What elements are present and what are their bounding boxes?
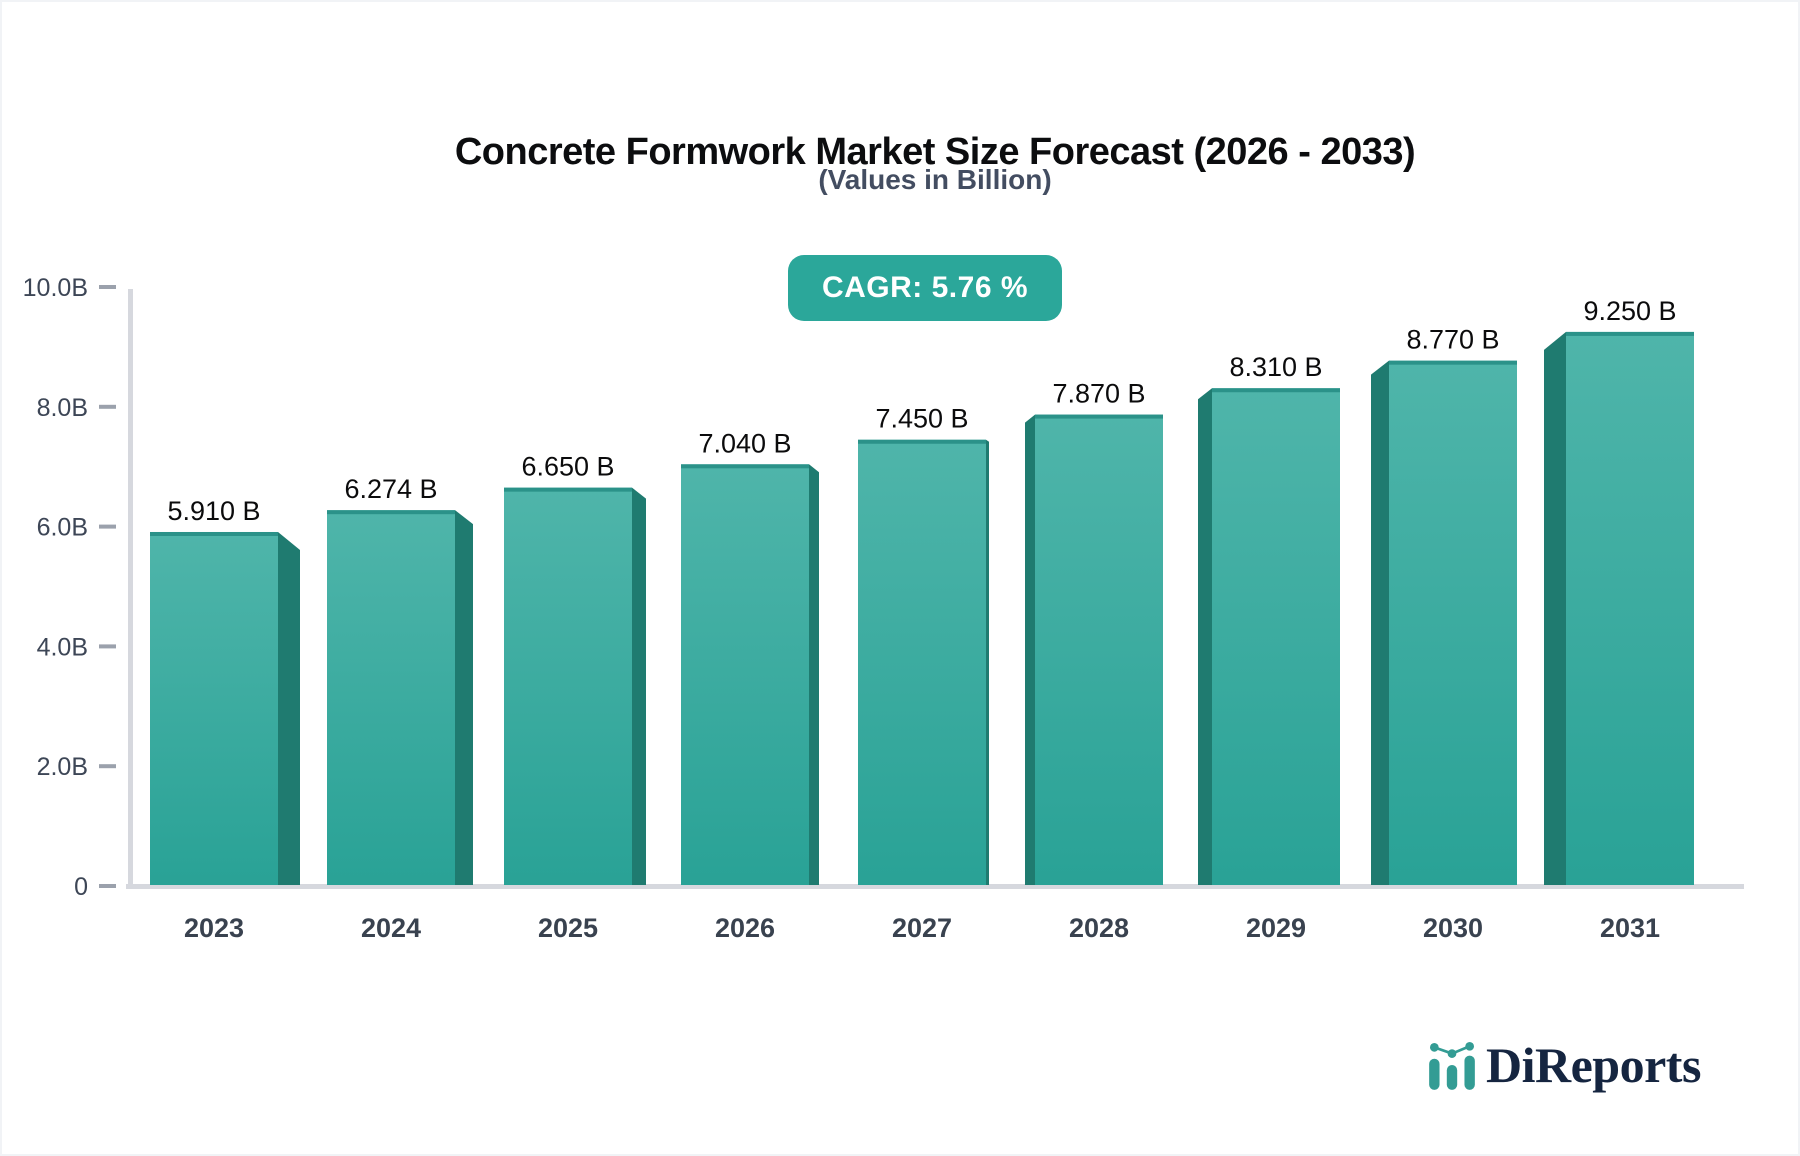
y-axis-line: [128, 289, 133, 886]
bar-side-face: [632, 487, 646, 885]
bar-value-label: 5.910 B: [167, 496, 260, 526]
x-axis-year-label: 2023: [184, 913, 244, 943]
logo-text: DiReports: [1486, 1037, 1701, 1093]
bar-group-2023: 5.910 B 2023: [150, 496, 300, 943]
y-tick-label: 4.0B: [37, 633, 88, 661]
y-tick-label: 0: [74, 873, 88, 901]
x-axis-year-label: 2030: [1423, 913, 1483, 943]
bar-front-face: [1035, 414, 1163, 885]
bar-top-edge: [504, 487, 632, 492]
bar-side-face: [1371, 360, 1389, 885]
y-tick-mark: [99, 524, 116, 529]
bar-top-edge: [327, 510, 455, 515]
bar-value-label: 7.450 B: [875, 404, 968, 434]
bar-group-2025: 6.650 B 2025: [504, 452, 646, 943]
bar-side-face: [1025, 414, 1035, 885]
y-tick-label: 8.0B: [37, 394, 88, 422]
bar-value-label: 8.770 B: [1406, 325, 1499, 355]
bar-top-edge: [1035, 414, 1163, 419]
y-tick-mark: [99, 884, 116, 888]
bar-value-label: 9.250 B: [1583, 296, 1676, 326]
bar-group-2028: 7.870 B 2028: [1025, 379, 1163, 943]
axes: 0 2.0B 4.0B 6.0B 8.0B 10.0B: [23, 274, 1744, 901]
x-axis-year-label: 2027: [892, 913, 952, 943]
y-tick-mark: [99, 404, 116, 409]
bar-front-face: [327, 510, 455, 885]
bar-group-2027: 7.450 B 2027: [858, 404, 989, 943]
x-axis-year-label: 2026: [715, 913, 775, 943]
cagr-badge-label: CAGR: 5.76 %: [821, 271, 1029, 304]
direports-logo: DiReports: [1428, 1028, 1758, 1092]
y-tick-label: 10.0B: [23, 274, 88, 302]
bar-front-face: [150, 531, 278, 885]
x-axis-year-label: 2024: [361, 913, 421, 943]
bar-side-face: [986, 439, 989, 885]
bar-side-face: [1198, 388, 1212, 885]
bar-group-2030: 8.770 B 2030: [1371, 325, 1517, 943]
bar-front-face: [1566, 331, 1694, 885]
bar-top-edge: [1566, 331, 1694, 336]
y-tick-mark: [99, 285, 116, 289]
x-axis-year-label: 2028: [1069, 913, 1129, 943]
bar-front-face: [858, 439, 986, 885]
bar-top-edge: [1212, 388, 1340, 393]
bar-group-2026: 7.040 B 2026: [681, 428, 819, 943]
bar-value-label: 8.310 B: [1229, 352, 1322, 382]
bar-side-face: [455, 510, 473, 885]
bar-side-face: [1544, 331, 1566, 885]
x-axis-year-label: 2029: [1246, 913, 1306, 943]
bar-group-2031: 9.250 B 2031: [1544, 296, 1694, 943]
bar-front-face: [1389, 360, 1517, 885]
bar-line-chart-icon: [1429, 1041, 1475, 1090]
bar-front-face: [504, 487, 632, 885]
bar-value-label: 7.040 B: [698, 428, 791, 458]
y-tick-label: 6.0B: [37, 514, 88, 542]
y-tick-mark: [99, 764, 116, 769]
x-axis-year-label: 2025: [538, 913, 598, 943]
bar-value-label: 6.650 B: [521, 452, 614, 482]
bar-side-face: [278, 531, 300, 885]
bar-group-2024: 6.274 B 2024: [327, 474, 473, 943]
bar-top-edge: [681, 464, 809, 469]
bar-top-edge: [150, 531, 278, 536]
cagr-badge: CAGR: 5.76 %: [788, 255, 1062, 321]
x-axis-line: [126, 884, 1744, 889]
bars: 5.910 B 2023 6.274 B 2024 6.650 B 2025 7.040 B…: [150, 296, 1694, 943]
bar-side-face: [809, 464, 819, 885]
bar-value-label: 7.870 B: [1052, 379, 1145, 409]
bar-value-label: 6.274 B: [344, 474, 437, 504]
bar-front-face: [1212, 388, 1340, 885]
chart-subtitle: (Values in Billion): [818, 164, 1052, 195]
bar-top-edge: [858, 439, 986, 444]
y-tick-label: 2.0B: [37, 753, 88, 781]
bar-group-2029: 8.310 B 2029: [1198, 352, 1340, 943]
bar-top-edge: [1389, 360, 1517, 365]
x-axis-year-label: 2031: [1600, 913, 1660, 943]
bar-front-face: [681, 464, 809, 885]
y-tick-mark: [99, 644, 116, 649]
chart-title: Concrete Formwork Market Size Forecast (…: [454, 131, 1416, 174]
